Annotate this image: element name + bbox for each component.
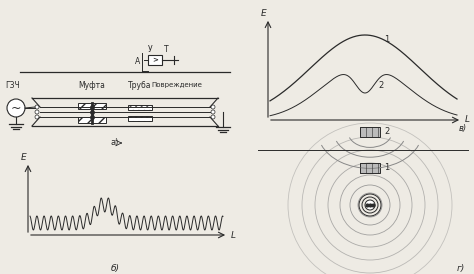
Text: ~: ~ bbox=[11, 101, 21, 115]
Bar bbox=[148, 55, 162, 65]
Bar bbox=[128, 105, 152, 110]
Text: ГЗЧ: ГЗЧ bbox=[5, 81, 20, 90]
Bar bbox=[128, 116, 152, 121]
Text: Повреждение: Повреждение bbox=[152, 82, 202, 88]
Bar bbox=[360, 127, 380, 137]
Circle shape bbox=[211, 115, 215, 119]
Circle shape bbox=[211, 110, 215, 114]
Bar bbox=[360, 163, 380, 173]
Text: в): в) bbox=[459, 124, 467, 133]
Circle shape bbox=[211, 105, 215, 109]
Text: а): а) bbox=[111, 138, 119, 147]
Text: Т: Т bbox=[164, 45, 168, 55]
Text: L: L bbox=[465, 116, 470, 124]
Text: А: А bbox=[136, 58, 141, 67]
Text: L: L bbox=[230, 230, 236, 239]
Circle shape bbox=[35, 115, 39, 119]
Circle shape bbox=[35, 110, 39, 114]
Bar bbox=[78, 117, 106, 123]
Text: 2: 2 bbox=[384, 127, 389, 136]
Text: б): б) bbox=[110, 264, 119, 273]
Bar bbox=[78, 103, 106, 109]
Text: 1: 1 bbox=[384, 164, 389, 173]
Text: >: > bbox=[152, 57, 158, 63]
Circle shape bbox=[35, 105, 39, 109]
Text: Муфта: Муфта bbox=[78, 81, 105, 90]
Text: E: E bbox=[21, 153, 27, 162]
Text: 1: 1 bbox=[384, 36, 390, 44]
Text: г): г) bbox=[457, 264, 465, 273]
Text: 2: 2 bbox=[378, 81, 383, 90]
Text: Труба: Труба bbox=[128, 81, 152, 90]
Text: У: У bbox=[148, 45, 152, 55]
Text: E: E bbox=[261, 10, 267, 19]
Circle shape bbox=[7, 99, 25, 117]
Circle shape bbox=[365, 200, 375, 210]
